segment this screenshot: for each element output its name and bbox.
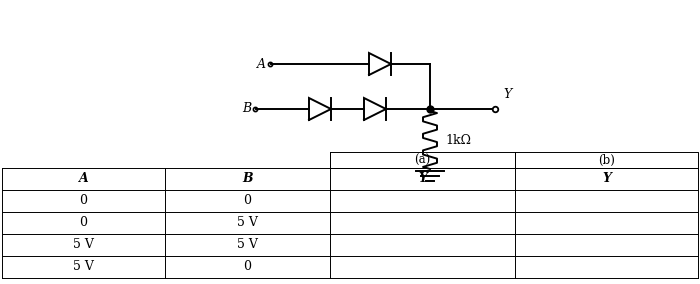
Text: 5 V: 5 V [73, 260, 94, 273]
Text: 5 V: 5 V [237, 216, 258, 229]
Text: 5 V: 5 V [237, 239, 258, 252]
Text: Y: Y [503, 89, 511, 101]
Text: Y: Y [602, 172, 611, 185]
Text: 1kΩ: 1kΩ [445, 133, 471, 147]
Text: 0: 0 [80, 216, 88, 229]
Text: B: B [242, 103, 251, 116]
Text: A: A [257, 57, 266, 70]
Text: Y: Y [418, 172, 427, 185]
Text: B: B [242, 172, 253, 185]
Text: 0: 0 [244, 260, 251, 273]
Text: 5 V: 5 V [73, 239, 94, 252]
Text: A: A [78, 172, 88, 185]
Text: (a): (a) [414, 153, 430, 166]
Text: (b): (b) [598, 153, 615, 166]
Text: 0: 0 [244, 195, 251, 208]
Text: 0: 0 [80, 195, 88, 208]
